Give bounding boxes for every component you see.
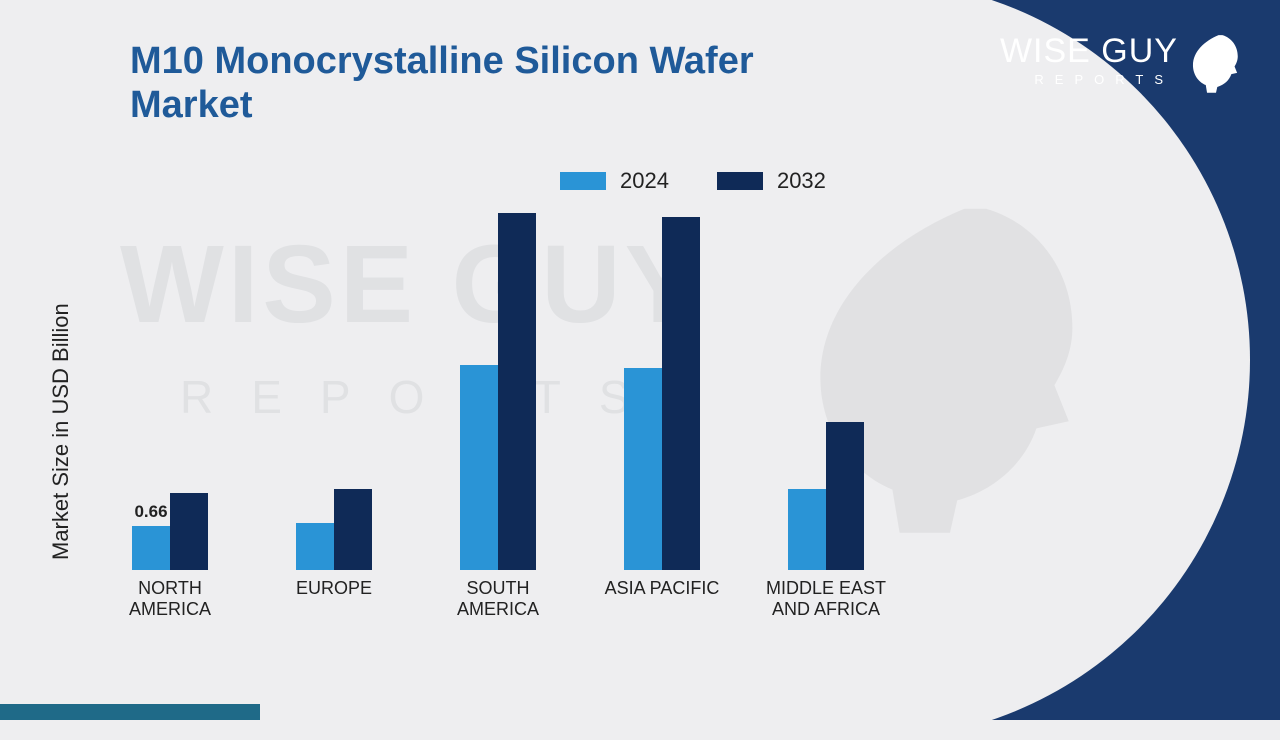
logo-text-sub: REPORTS xyxy=(1000,72,1178,87)
bar-series-1 xyxy=(498,213,536,570)
bar-series-1 xyxy=(826,422,864,570)
infographic-page: WISE GUY REPORTS WISE GUY REPORTS M10 Mo… xyxy=(0,0,1280,720)
legend-swatch-2024 xyxy=(560,172,606,190)
category-label: NORTH AMERICA xyxy=(105,578,235,619)
footer-accent-bar xyxy=(0,704,260,720)
bar-series-0 xyxy=(132,526,170,570)
bar-series-0 xyxy=(788,489,826,570)
legend-label-2024: 2024 xyxy=(620,168,669,194)
legend-label-2032: 2032 xyxy=(777,168,826,194)
logo-text-main: WISE GUY xyxy=(1000,34,1178,68)
chart-plot-area: 0.66NORTH AMERICAEUROPESOUTH AMERICAASIA… xyxy=(110,200,930,570)
legend-item-2032: 2032 xyxy=(717,168,826,194)
legend-item-2024: 2024 xyxy=(560,168,669,194)
category-label: SOUTH AMERICA xyxy=(433,578,563,619)
bar-series-0 xyxy=(624,368,662,570)
category-label: EUROPE xyxy=(269,578,399,599)
chart-legend: 2024 2032 xyxy=(560,168,826,194)
category-label: MIDDLE EAST AND AFRICA xyxy=(761,578,891,619)
bar-series-0 xyxy=(460,365,498,570)
y-axis-label: Market Size in USD Billion xyxy=(48,303,74,560)
bar-series-1 xyxy=(334,489,372,570)
bar-value-label: 0.66 xyxy=(132,502,170,522)
chart-title: M10 Monocrystalline Silicon Wafer Market xyxy=(130,40,850,127)
bar-series-0 xyxy=(296,523,334,570)
bar-series-1 xyxy=(662,217,700,570)
legend-swatch-2032 xyxy=(717,172,763,190)
category-label: ASIA PACIFIC xyxy=(597,578,727,599)
logo-head-icon xyxy=(1184,30,1248,94)
bar-series-1 xyxy=(170,493,208,570)
brand-logo: WISE GUY REPORTS xyxy=(1000,34,1248,87)
